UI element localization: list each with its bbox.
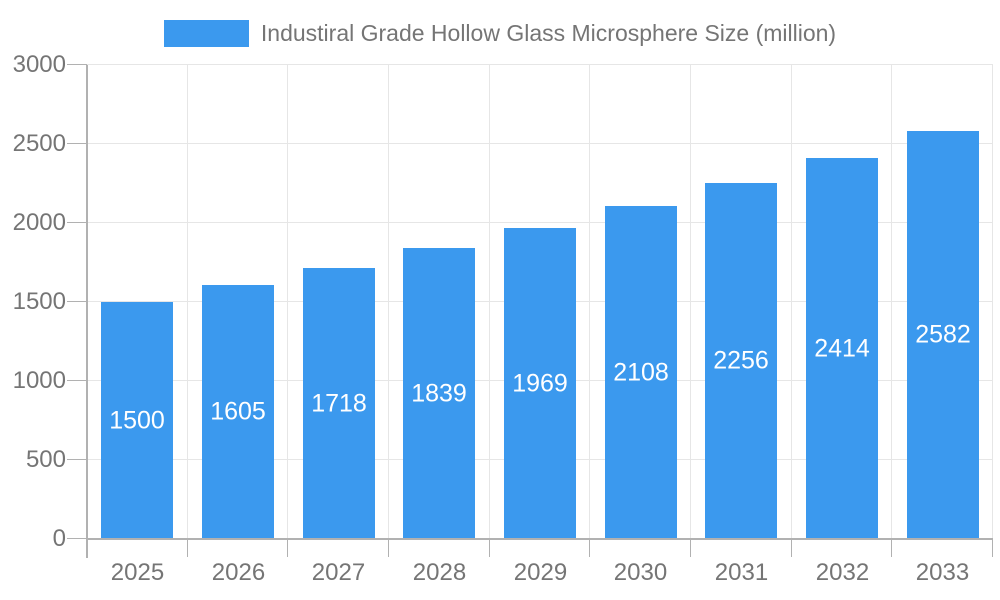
x-label-2033: 2033 (915, 559, 970, 586)
x-tick-4 (489, 539, 490, 557)
bar-value-2030: 2108 (613, 358, 669, 386)
h-gridline-2500 (87, 143, 993, 144)
bar-2031[interactable]: 2256 (705, 183, 777, 539)
v-gridline-2 (287, 65, 288, 539)
bar-value-2029: 1969 (512, 369, 568, 397)
v-gridline-7 (791, 65, 792, 539)
bar-2027[interactable]: 1718 (303, 268, 375, 539)
x-tick-2 (287, 539, 288, 557)
bar-2033[interactable]: 2582 (907, 131, 979, 539)
bar-2028[interactable]: 1839 (403, 248, 475, 539)
y-tick-3000 (67, 64, 87, 65)
x-tick-5 (589, 539, 590, 557)
y-tick-2500 (67, 143, 87, 144)
x-tick-9 (992, 539, 993, 557)
x-label-2025: 2025 (110, 559, 165, 586)
x-label-2031: 2031 (714, 559, 769, 586)
bar-value-2033: 2582 (915, 320, 971, 349)
legend-label: Industiral Grade Hollow Glass Microspher… (260, 20, 837, 46)
y-label-1500: 1500 (12, 288, 66, 315)
x-label-2028: 2028 (412, 559, 467, 586)
y-label-1000: 1000 (12, 367, 66, 394)
y-tick-0 (67, 538, 87, 539)
y-label-3000: 3000 (12, 51, 66, 78)
y-tick-1500 (67, 301, 87, 302)
v-gridline-3 (388, 65, 389, 539)
y-axis-labels: 0 500 1000 1500 2000 2500 3000 (0, 0, 66, 600)
bar-value-2026: 1605 (210, 397, 266, 426)
bar-value-2031: 2256 (713, 346, 769, 375)
bar-2032[interactable]: 2414 (806, 158, 878, 539)
y-label-2000: 2000 (12, 209, 66, 236)
bar-2025[interactable]: 1500 (101, 302, 173, 539)
v-gridline-1 (187, 65, 188, 539)
y-axis-line (86, 65, 88, 558)
bar-value-2025: 1500 (109, 406, 165, 434)
legend-swatch (163, 20, 249, 47)
bar-2029[interactable]: 1969 (504, 228, 576, 539)
y-label-500: 500 (25, 446, 66, 473)
y-label-0: 0 (52, 525, 66, 552)
x-tick-8 (891, 539, 892, 557)
x-label-2030: 2030 (613, 559, 668, 586)
x-label-2026: 2026 (211, 559, 266, 586)
v-gridline-9 (992, 65, 993, 539)
v-gridline-5 (589, 65, 590, 539)
v-gridline-4 (489, 65, 490, 539)
h-gridline-2000 (87, 222, 993, 223)
x-tick-6 (690, 539, 691, 557)
bar-value-2027: 1718 (311, 389, 367, 417)
x-tick-0 (86, 539, 87, 557)
y-label-2500: 2500 (12, 130, 66, 157)
y-tick-1000 (67, 380, 87, 381)
chart-legend: Industiral Grade Hollow Glass Microspher… (0, 20, 1000, 47)
bar-value-2032: 2414 (814, 334, 870, 362)
h-gridline-3000 (87, 64, 993, 65)
bar-2030[interactable]: 2108 (605, 206, 677, 539)
x-axis-line (87, 538, 993, 540)
x-label-2029: 2029 (513, 559, 568, 586)
v-gridline-6 (690, 65, 691, 539)
x-axis-labels: 2025 2026 2027 2028 2029 2030 2031 2032 2033 (0, 560, 1000, 590)
x-tick-7 (791, 539, 792, 557)
bar-2026[interactable]: 1605 (202, 285, 274, 539)
x-tick-3 (388, 539, 389, 557)
v-gridline-8 (891, 65, 892, 539)
y-tick-500 (67, 459, 87, 460)
x-tick-1 (187, 539, 188, 557)
y-tick-2000 (67, 222, 87, 223)
bar-value-2028: 1839 (411, 379, 467, 407)
x-label-2032: 2032 (815, 559, 870, 586)
plot-area: 1500 1605 1718 1839 1969 2108 2256 2414 2582 (87, 64, 993, 539)
x-label-2027: 2027 (311, 559, 366, 586)
